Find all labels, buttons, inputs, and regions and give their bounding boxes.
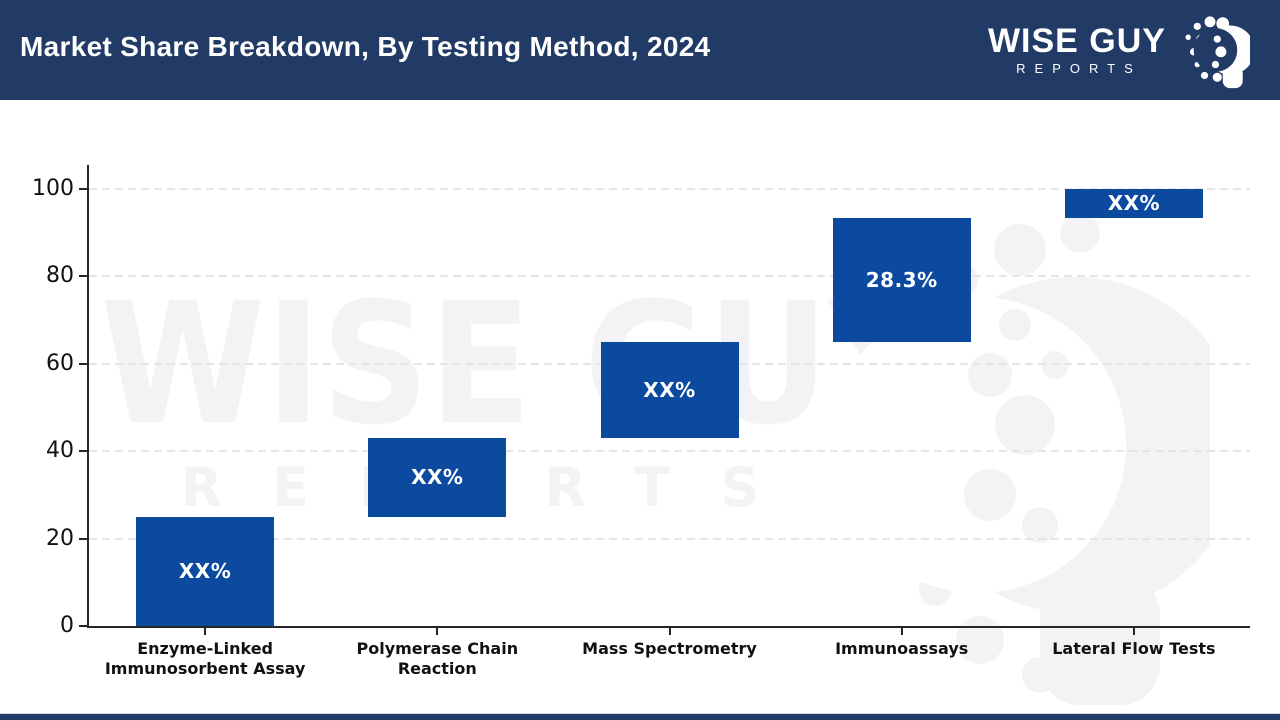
bar-value-label: XX% — [643, 377, 696, 402]
y-tick-label: 20 — [46, 525, 74, 551]
page-title: Market Share Breakdown, By Testing Metho… — [20, 31, 711, 62]
x-category-label: Immunoassays — [835, 639, 969, 658]
brand-logo: WISE GUY REPORTS — [988, 8, 1250, 92]
x-tick-mark — [204, 628, 207, 635]
y-tick-mark — [79, 362, 87, 365]
x-tick-mark — [668, 628, 671, 635]
y-tick-label: 100 — [32, 175, 74, 201]
y-tick-mark — [79, 187, 87, 190]
x-category-label: Mass Spectrometry — [582, 639, 757, 658]
x-category-label: Lateral Flow Tests — [1052, 639, 1216, 658]
bar-3: XX% — [600, 341, 739, 438]
bar-5: XX% — [1064, 188, 1203, 218]
footer-bar — [0, 714, 1280, 720]
footer-divider — [0, 713, 1280, 714]
gridline-100 — [89, 187, 1250, 190]
gridline-40 — [89, 450, 1250, 453]
gridline-80 — [89, 275, 1250, 278]
chart-plot-area: XX% XX% XX% 28.3% XX% — [87, 165, 1250, 628]
x-axis-spine — [87, 626, 1250, 628]
brand-logo-sub: REPORTS — [1016, 61, 1142, 76]
y-tick-mark — [79, 275, 87, 278]
x-tick-mark — [436, 628, 439, 635]
x-category-label: Polymerase Chain Reaction — [356, 639, 519, 678]
x-tick-mark — [900, 628, 903, 635]
brand-logo-text: WISE GUY REPORTS — [988, 24, 1166, 76]
brand-logo-name: WISE GUY — [987, 22, 1166, 60]
y-tick-label: 0 — [60, 613, 74, 638]
y-tick-label: 40 — [46, 438, 74, 464]
bar-value-label: XX% — [411, 465, 464, 490]
header-bar: Market Share Breakdown, By Testing Metho… — [0, 0, 1280, 100]
bar-2: XX% — [368, 437, 507, 517]
bar-value-label: 28.3% — [865, 267, 938, 292]
y-tick-mark — [79, 625, 87, 627]
y-axis-spine — [87, 165, 89, 628]
y-tick-label: 60 — [46, 350, 74, 376]
bar-value-label: XX% — [178, 559, 232, 584]
brand-head-icon — [1185, 16, 1250, 89]
x-category-label: Enzyme-Linked Immunosorbent Assay — [104, 639, 306, 678]
y-tick-mark — [79, 537, 87, 540]
y-tick-label: 80 — [46, 263, 74, 289]
bar-4: 28.3% — [832, 217, 971, 342]
bar-value-label: XX% — [1107, 191, 1161, 216]
gridline-20 — [89, 537, 1250, 540]
bar-1: XX% — [136, 516, 275, 626]
x-tick-mark — [1132, 628, 1135, 635]
y-tick-mark — [79, 450, 87, 453]
